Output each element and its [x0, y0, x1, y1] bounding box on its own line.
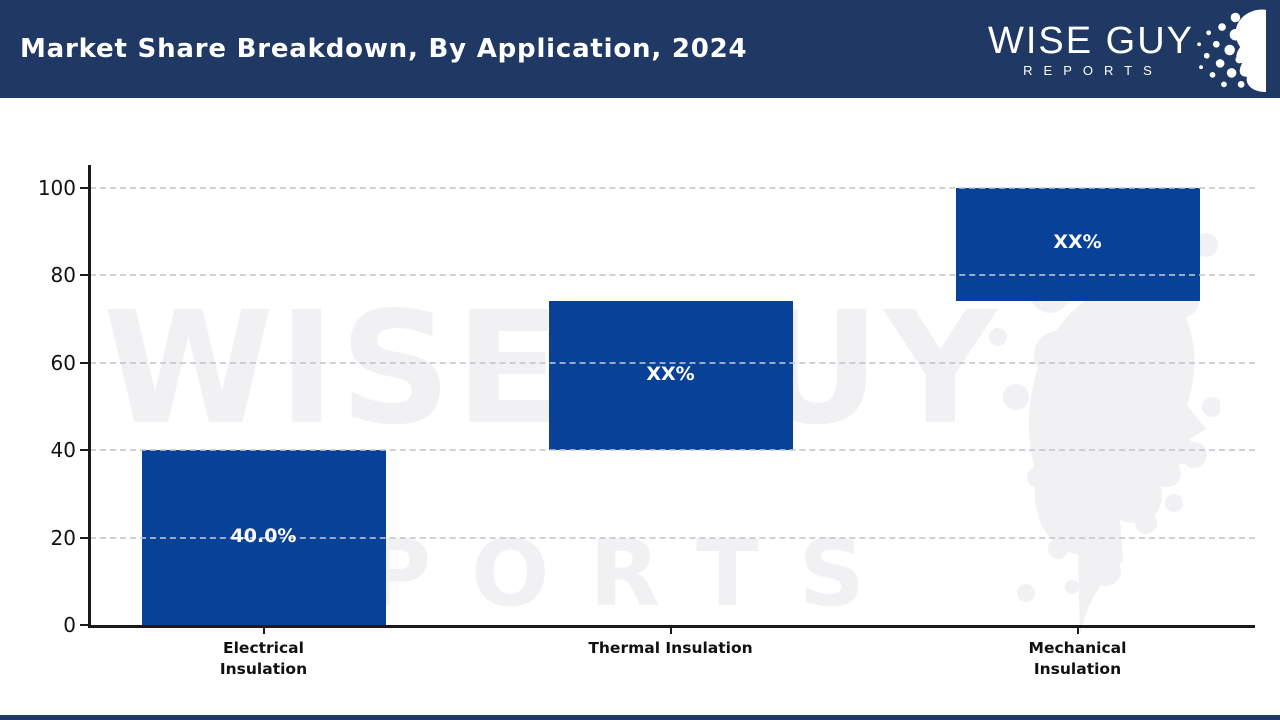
header-bar: Market Share Breakdown, By Application, …	[0, 0, 1280, 98]
x-category-label: Thermal Insulation	[588, 639, 753, 657]
y-tick-label: 80	[50, 263, 76, 287]
brand-logo: WISE GUY REPORTS	[988, 6, 1266, 94]
y-tick-label: 0	[63, 613, 76, 637]
bar-value-label: 40.0%	[230, 524, 297, 547]
y-tick-label: 60	[50, 350, 76, 375]
y-tick-label: 20	[50, 525, 76, 550]
logo-face-profile	[1235, 9, 1266, 93]
y-tick-label: 100	[37, 175, 76, 200]
y-tick-mark	[80, 186, 89, 189]
gridline	[90, 186, 1255, 189]
page-title: Market Share Breakdown, By Application, …	[20, 34, 748, 64]
brand-subname: REPORTS	[1023, 63, 1163, 79]
x-tick-mark	[1076, 625, 1079, 634]
gridline	[90, 536, 1255, 539]
y-tick-mark	[80, 536, 89, 539]
y-tick-mark	[80, 449, 89, 451]
y-tick-mark	[80, 274, 89, 276]
x-tick-mark	[669, 625, 672, 634]
bar-value-label: XX%	[1053, 231, 1102, 254]
y-axis-line	[88, 165, 91, 627]
x-category-label: Mechanical Insulation	[1028, 639, 1127, 678]
brand-logo-text: WISE GUY REPORTS	[987, 19, 1194, 79]
bar-segment	[548, 301, 793, 450]
footer-bar	[0, 715, 1280, 720]
gridline	[90, 361, 1255, 364]
brand-name: WISE GUY	[987, 19, 1194, 62]
y-tick-mark	[80, 361, 89, 364]
bar-segment	[955, 187, 1200, 302]
y-tick-label: 40	[50, 438, 76, 462]
x-axis-line	[88, 625, 1255, 628]
x-tick-mark	[262, 625, 265, 634]
gridline	[90, 449, 1255, 451]
y-tick-mark	[80, 624, 89, 626]
bar-value-label: XX%	[646, 362, 695, 385]
brand-head-icon	[1197, 9, 1266, 93]
x-category-label: Electrical Insulation	[219, 639, 308, 678]
gridline	[90, 274, 1255, 276]
